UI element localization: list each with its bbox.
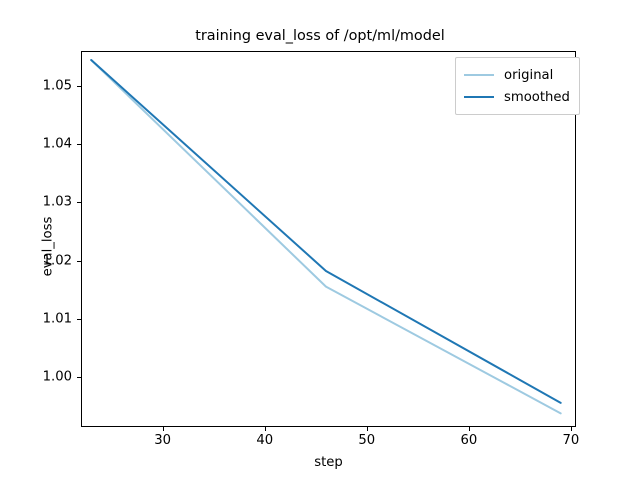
line-series-original (90, 59, 562, 415)
y-tick-mark (77, 86, 81, 88)
legend-item-original: original (464, 64, 570, 86)
chart-data-layer (90, 59, 562, 415)
x-tick-label: 60 (460, 433, 478, 448)
legend-swatch-original (464, 74, 494, 76)
y-tick-label: 1.03 (42, 194, 72, 210)
y-axis-label: eval_loss (40, 216, 56, 277)
y-tick-mark (77, 318, 81, 320)
x-axis-label: step (314, 455, 343, 470)
legend-label-original: original (504, 67, 554, 83)
x-tick-label: 30 (154, 433, 172, 448)
line-series-smoothed (90, 59, 562, 404)
x-tick-label: 70 (562, 433, 580, 448)
y-tick-mark (77, 260, 81, 262)
x-tick-mark (264, 427, 266, 431)
x-tick-mark (570, 427, 572, 431)
x-tick-mark (468, 427, 470, 431)
y-tick-mark (77, 376, 81, 378)
x-tick-label: 50 (358, 433, 376, 448)
y-tick-label: 1.01 (42, 311, 72, 327)
legend-swatch-smoothed (464, 96, 494, 98)
x-tick-label: 40 (256, 433, 274, 448)
chart-title: training eval_loss of /opt/ml/model (195, 28, 445, 44)
y-tick-mark (77, 202, 81, 204)
legend-item-smoothed: smoothed (464, 86, 570, 108)
y-tick-mark (77, 144, 81, 146)
x-tick-mark (162, 427, 164, 431)
plot-axes-area (81, 51, 576, 427)
chart-legend: original smoothed (455, 57, 580, 115)
y-tick-label: 1.04 (42, 136, 72, 152)
y-tick-label: 1.00 (42, 369, 72, 385)
y-tick-label: 1.05 (42, 78, 72, 94)
x-tick-mark (366, 427, 368, 431)
legend-label-smoothed: smoothed (504, 89, 570, 105)
y-tick-label: 1.02 (42, 253, 72, 268)
